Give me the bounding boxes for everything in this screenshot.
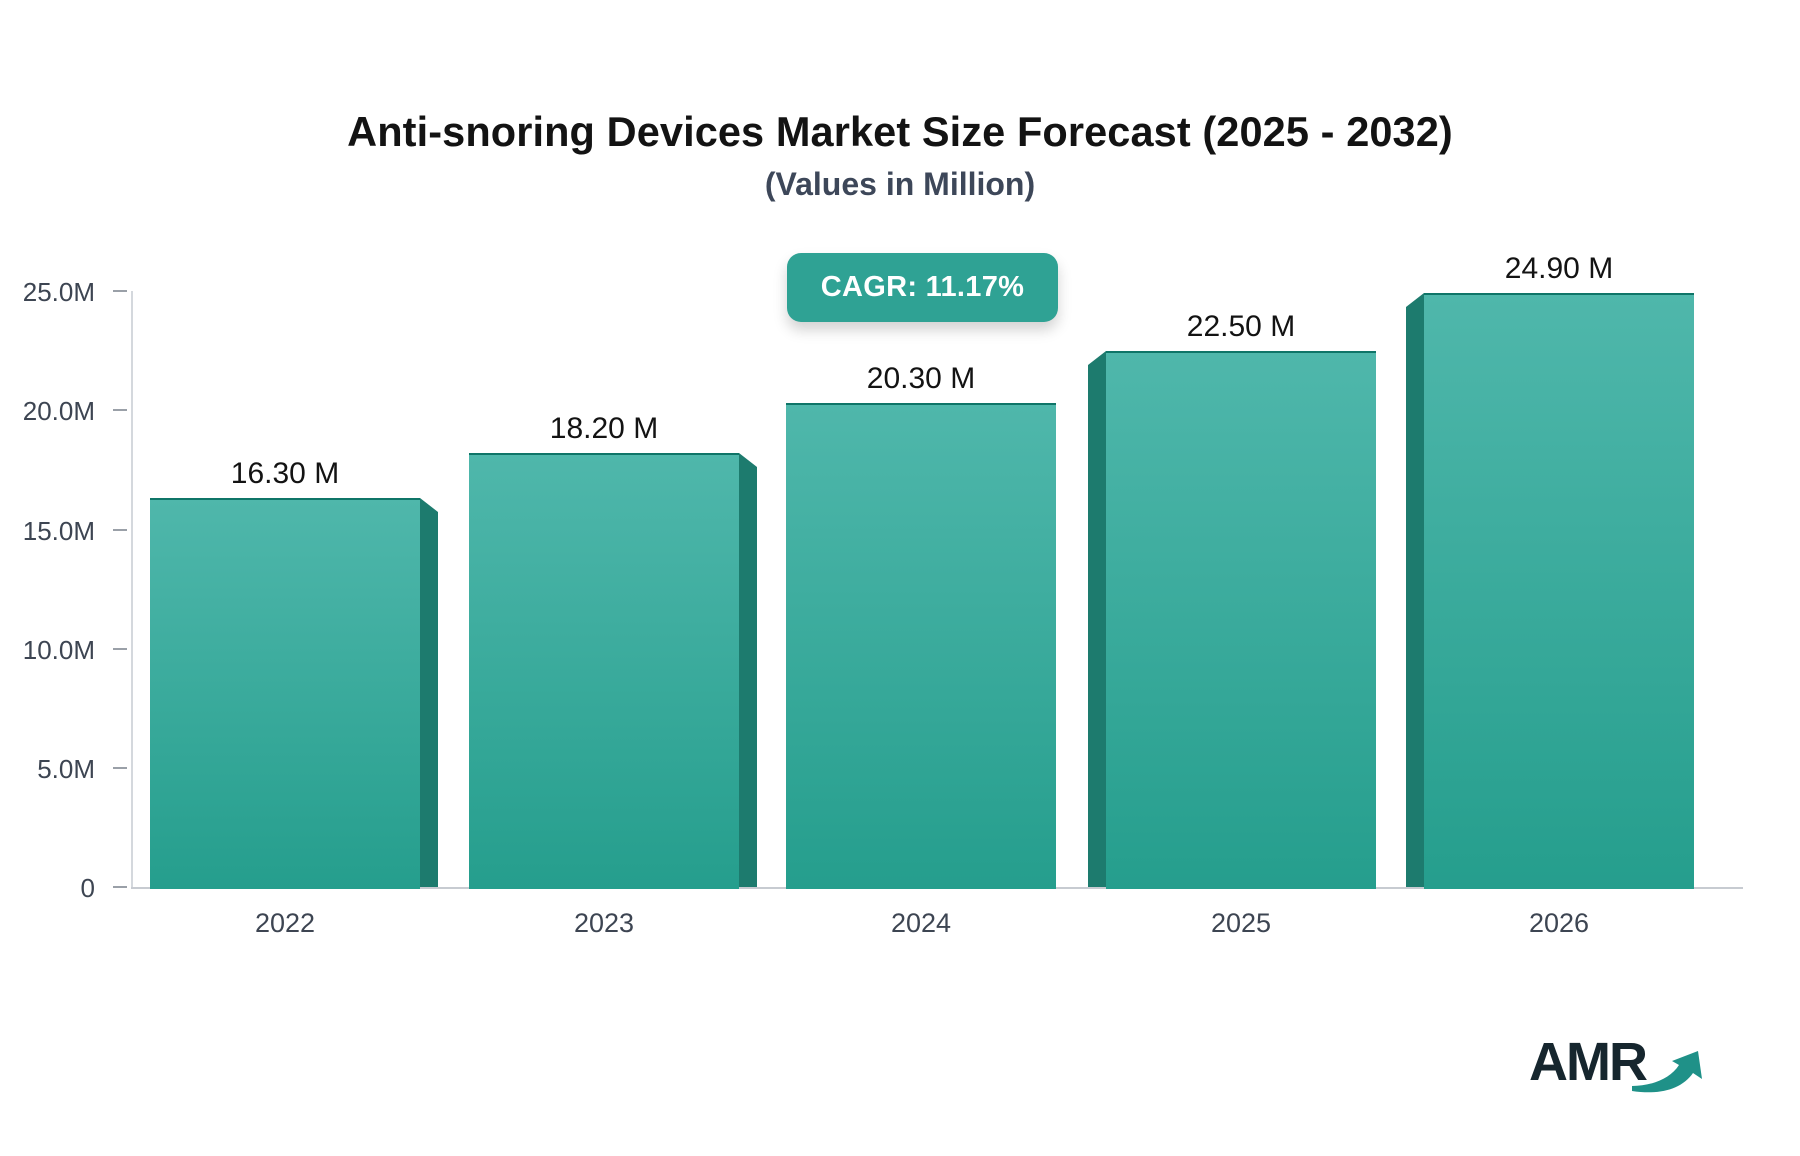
svg-text:AMR: AMR (1529, 1032, 1647, 1092)
